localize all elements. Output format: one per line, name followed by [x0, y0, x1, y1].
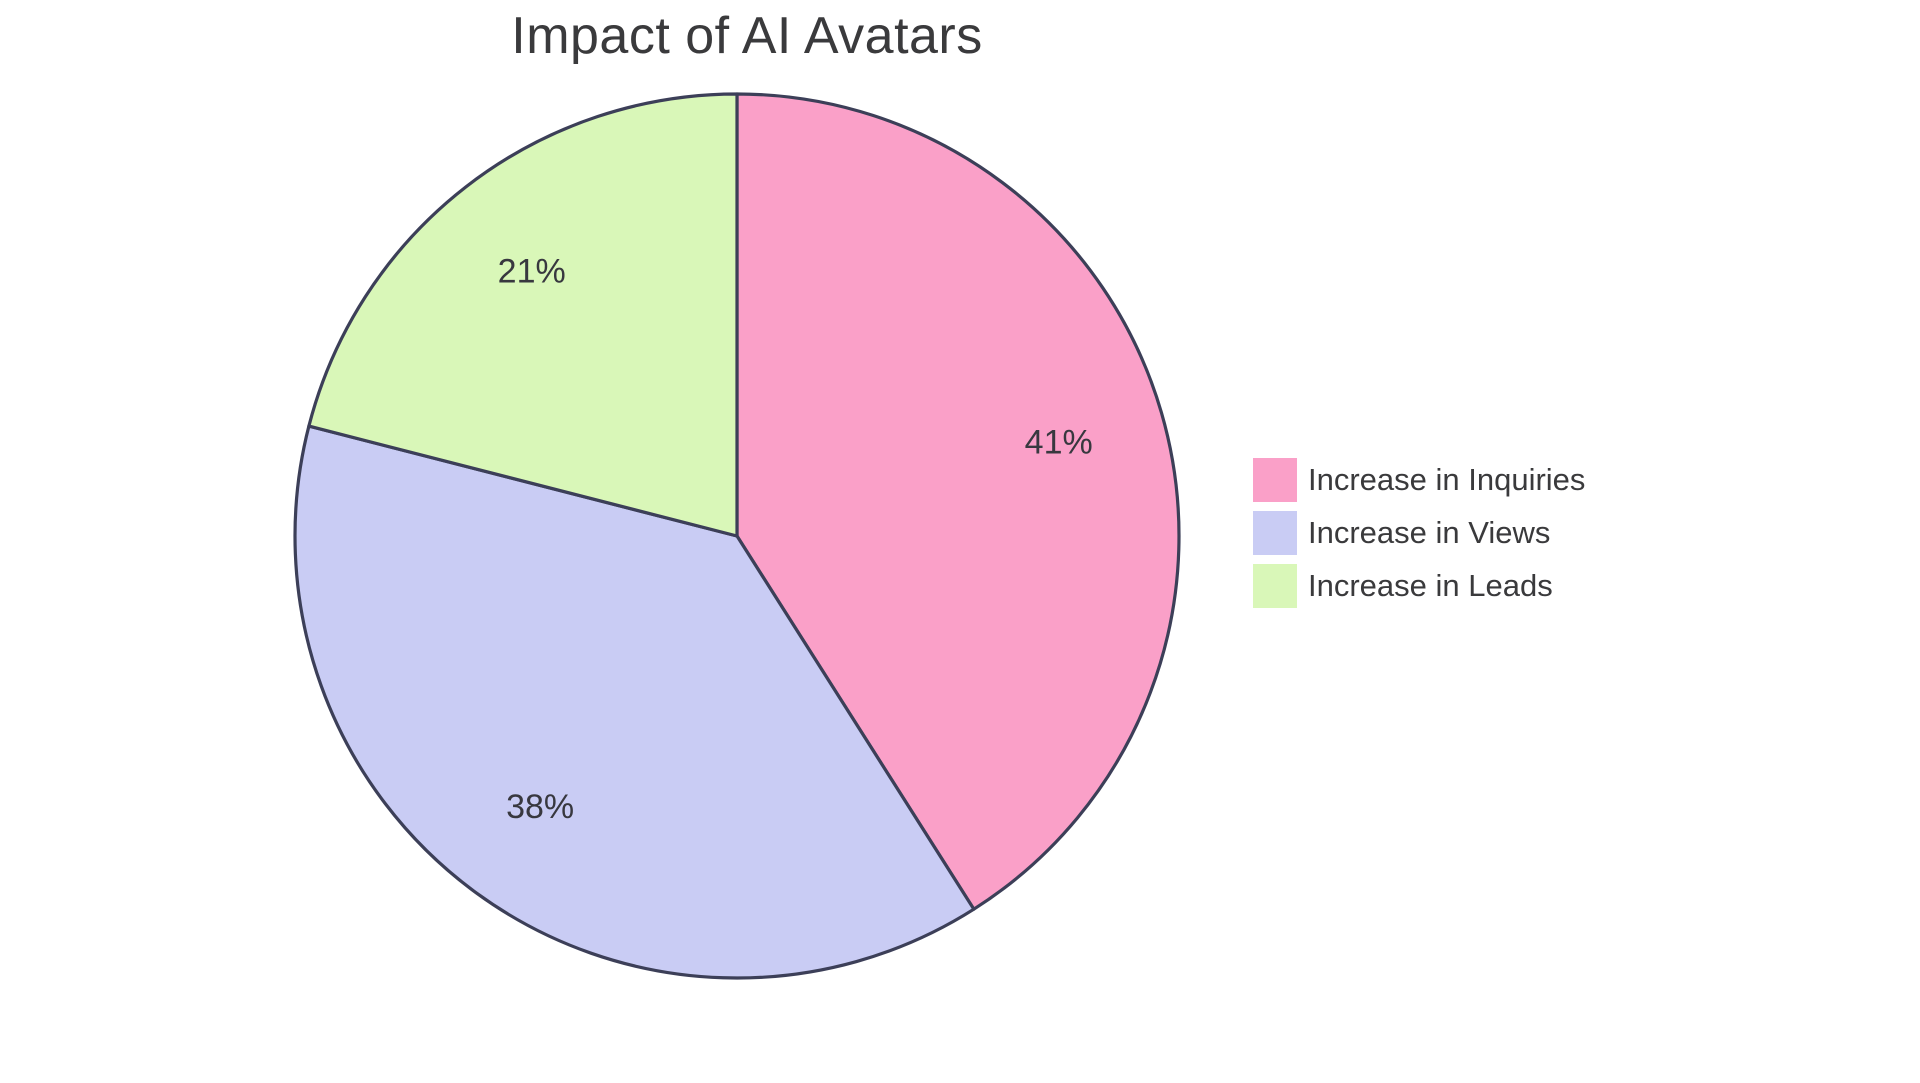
chart-title: Impact of AI Avatars — [511, 7, 983, 65]
legend-item-label: Increase in Leads — [1308, 568, 1553, 603]
legend: Increase in Inquiries Increase in Views In… — [1253, 458, 1585, 617]
legend-item-2[interactable]: Increase in Leads — [1253, 564, 1585, 608]
legend-item-1[interactable]: Increase in Views — [1253, 511, 1585, 555]
legend-item-label: Increase in Views — [1308, 515, 1551, 550]
legend-item-0[interactable]: Increase in Inquiries — [1253, 458, 1585, 502]
slice-value-label: 21% — [498, 252, 566, 290]
legend-item-label: Increase in Inquiries — [1308, 462, 1586, 497]
legend-swatch — [1253, 458, 1297, 502]
slice-value-label: 41% — [1025, 424, 1093, 462]
pie-slice-1[interactable] — [293, 424, 976, 980]
pie-slice-0[interactable] — [735, 92, 1181, 911]
legend-swatch — [1253, 564, 1297, 608]
legend-swatch — [1253, 511, 1297, 555]
pie-slice-2[interactable] — [307, 92, 739, 538]
slice-value-label: 38% — [506, 788, 574, 826]
